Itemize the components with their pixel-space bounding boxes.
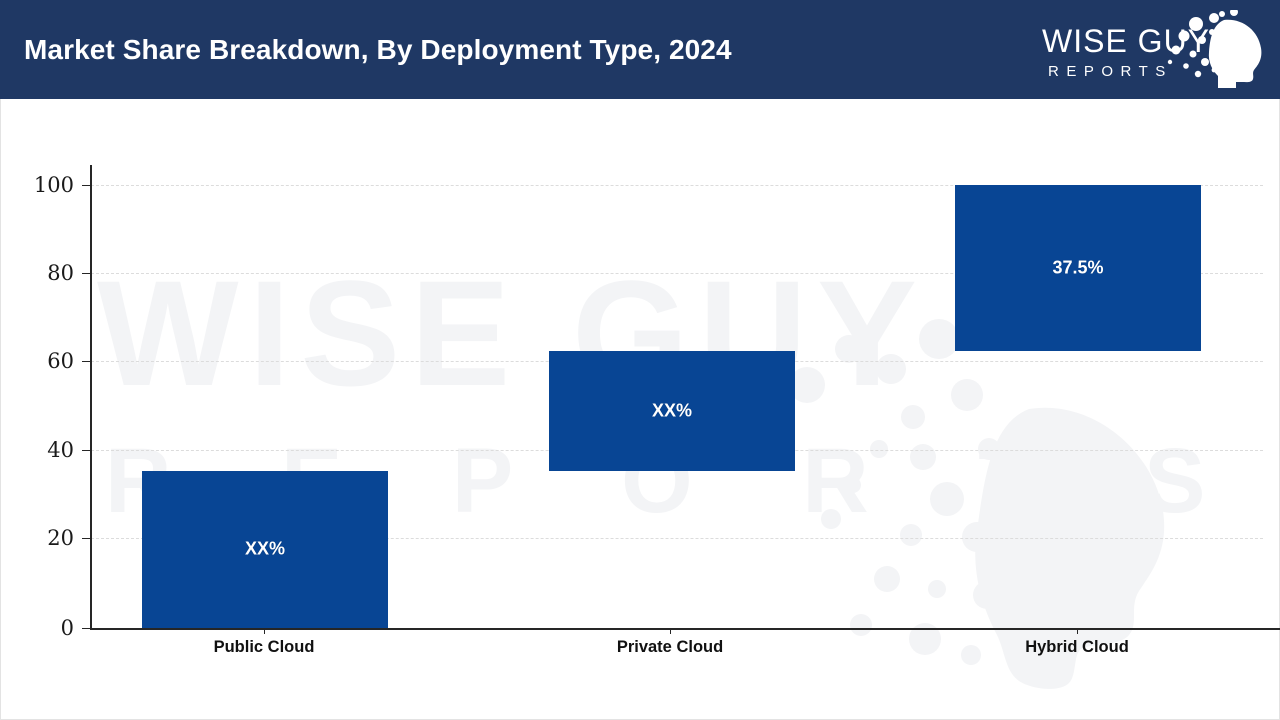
bar-private-cloud[interactable] <box>549 351 795 471</box>
y-tick-label-0: 0 <box>60 616 74 640</box>
x-tick-label-private-cloud: Private Cloud <box>616 638 724 656</box>
y-tick-label-60: 60 <box>47 349 74 373</box>
wise-guy-reports-logo-icon: WISE GUY REPORTS <box>1042 9 1262 88</box>
x-tick-mark-private-cloud <box>670 628 671 634</box>
plot-area: XX% XX% 37.5% <box>91 165 1263 628</box>
y-tick-mark-100 <box>82 185 90 186</box>
page-header: Market Share Breakdown, By Deployment Ty… <box>0 0 1280 99</box>
y-tick-label-100: 100 <box>33 173 74 197</box>
bar-hybrid-cloud[interactable] <box>955 185 1201 351</box>
y-tick-label-40: 40 <box>47 438 74 462</box>
y-tick-label-20: 20 <box>47 526 74 550</box>
y-tick-mark-60 <box>82 361 90 362</box>
svg-text:WISE GUY: WISE GUY <box>1042 23 1210 59</box>
y-axis-line <box>90 165 92 629</box>
x-tick-mark-hybrid-cloud <box>1077 628 1078 634</box>
y-tick-mark-80 <box>82 273 90 274</box>
page-title: Market Share Breakdown, By Deployment Ty… <box>24 33 732 65</box>
y-tick-mark-40 <box>82 450 90 451</box>
brand-logo: WISE GUY REPORTS <box>1036 9 1268 90</box>
gridline-100 <box>91 185 1263 186</box>
x-tick-label-hybrid-cloud: Hybrid Cloud <box>1025 638 1129 656</box>
x-tick-label-public-cloud: Public Cloud <box>213 638 315 656</box>
bar-label-hybrid-cloud: 37.5% <box>1052 257 1104 278</box>
bar-label-private-cloud: XX% <box>651 400 693 421</box>
svg-text:REPORTS: REPORTS <box>1048 63 1173 80</box>
gridline-80 <box>91 273 1263 274</box>
y-tick-mark-0 <box>82 628 90 629</box>
bar-label-public-cloud: XX% <box>244 538 286 559</box>
x-axis-line <box>90 628 1280 630</box>
y-tick-mark-20 <box>82 538 90 539</box>
bar-public-cloud[interactable] <box>142 471 388 628</box>
chart-panel: WISE GUY R E P O R T S <box>0 99 1280 720</box>
gridline-20 <box>91 538 1263 539</box>
x-tick-mark-public-cloud <box>264 628 265 634</box>
y-tick-label-80: 80 <box>47 261 74 285</box>
